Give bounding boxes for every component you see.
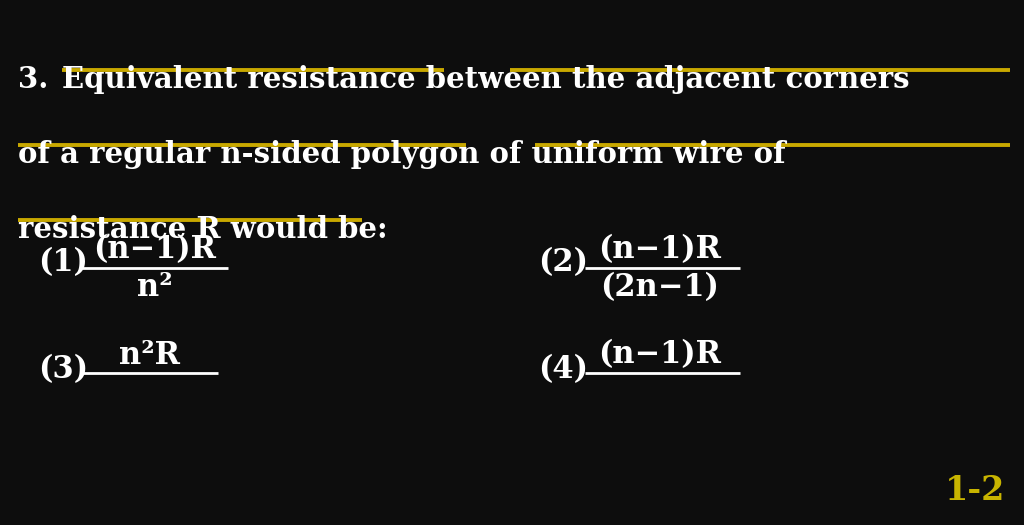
Text: (2): (2) bbox=[538, 247, 588, 278]
Text: n²: n² bbox=[137, 271, 173, 302]
Text: of a regular n-sided polygon of uniform wire of: of a regular n-sided polygon of uniform … bbox=[18, 140, 785, 169]
Text: 3.: 3. bbox=[18, 65, 48, 94]
Text: (1): (1) bbox=[38, 247, 88, 278]
Text: Equivalent resistance between the adjacent corners: Equivalent resistance between the adjace… bbox=[62, 65, 909, 94]
Text: (2n−1): (2n−1) bbox=[600, 272, 720, 303]
Text: (n−1)R: (n−1)R bbox=[598, 235, 722, 266]
Text: (n−1)R: (n−1)R bbox=[598, 340, 722, 371]
Text: (3): (3) bbox=[38, 354, 88, 385]
Text: (4): (4) bbox=[538, 354, 588, 385]
Text: resistance R would be:: resistance R would be: bbox=[18, 215, 388, 244]
Text: (n−1)R: (n−1)R bbox=[93, 235, 216, 266]
Text: n²R: n²R bbox=[120, 340, 180, 371]
Text: 1-2: 1-2 bbox=[944, 474, 1005, 507]
